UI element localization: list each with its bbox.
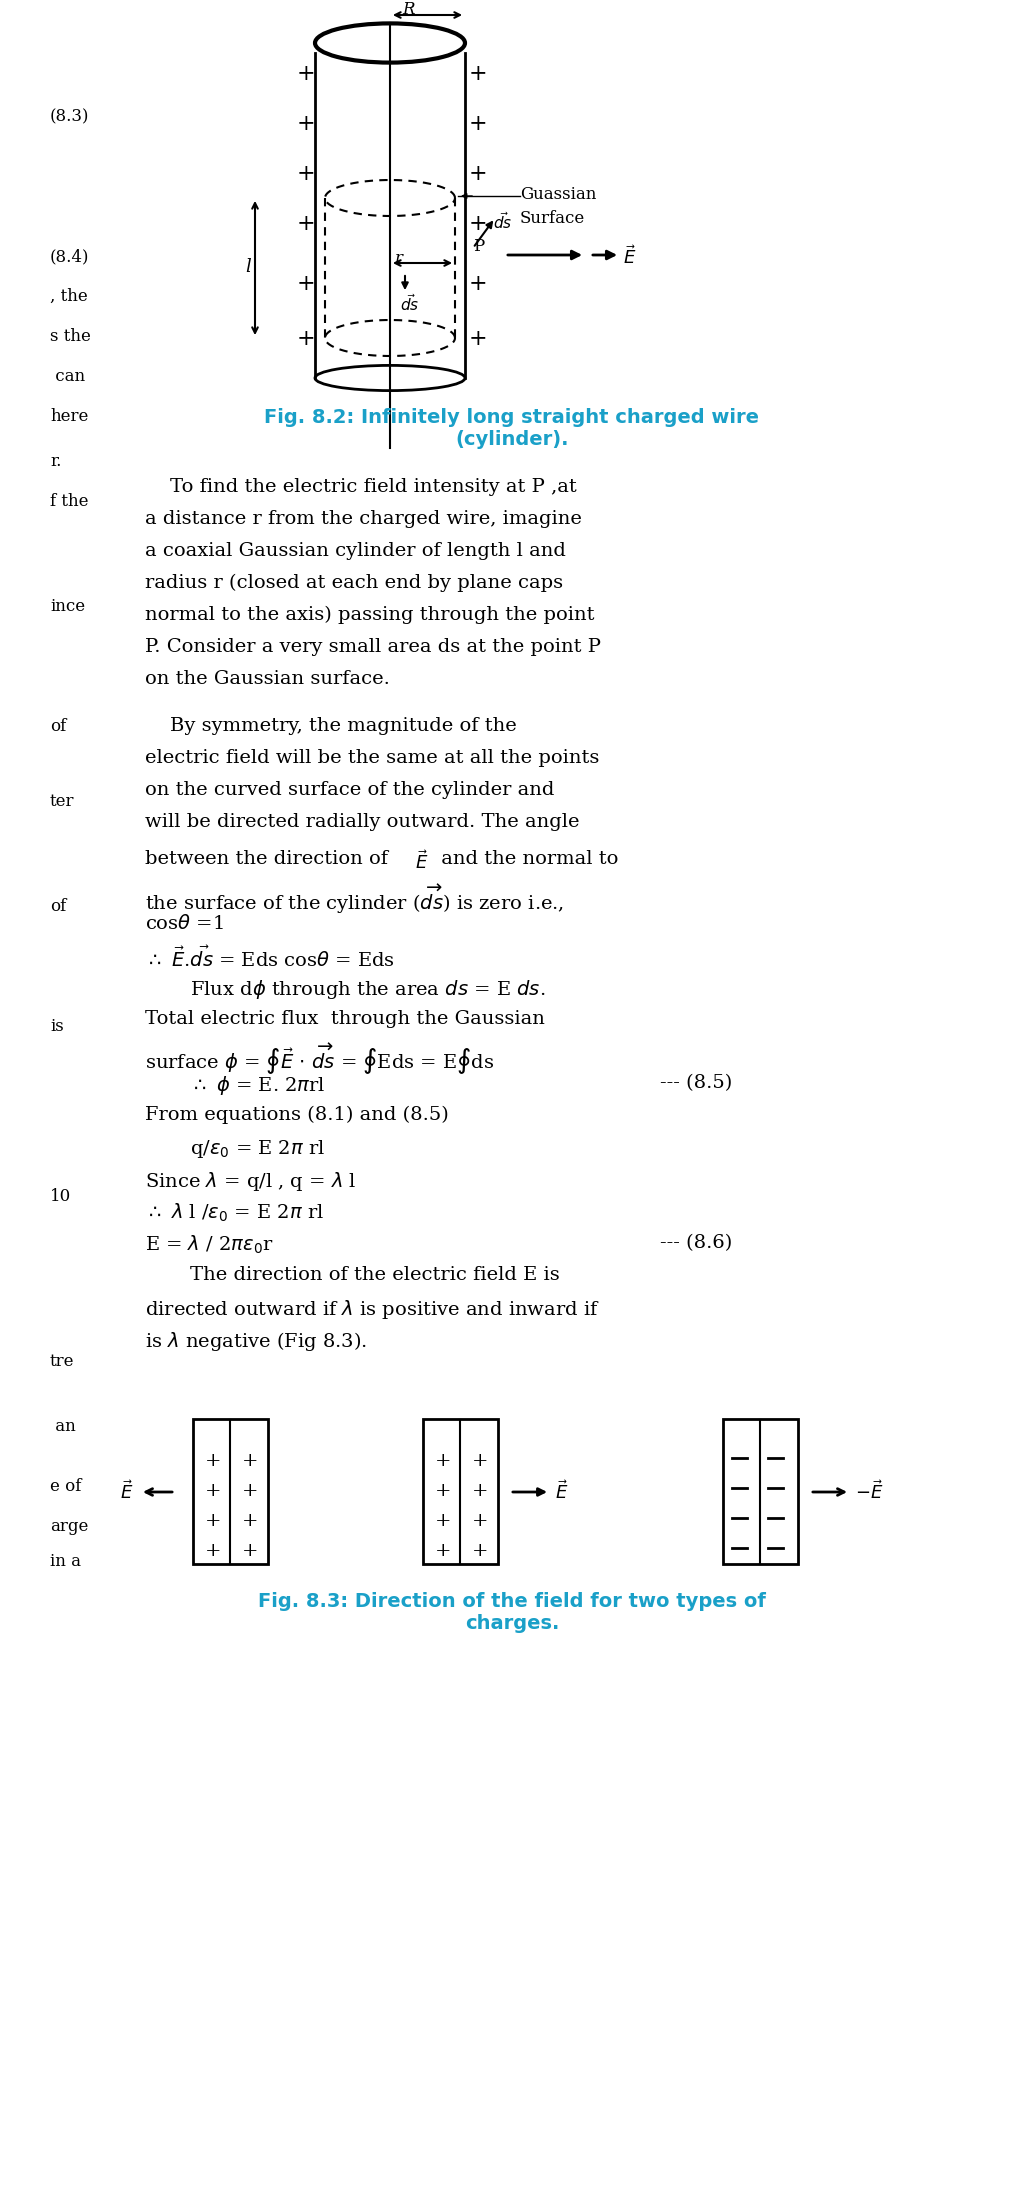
Text: will be directed radially outward. The angle: will be directed radially outward. The a… bbox=[145, 813, 580, 830]
Text: From equations (8.1) and (8.5): From equations (8.1) and (8.5) bbox=[145, 1106, 449, 1124]
Text: +: + bbox=[472, 1453, 488, 1471]
Text: of: of bbox=[50, 899, 67, 914]
Text: a distance r from the charged wire, imagine: a distance r from the charged wire, imag… bbox=[145, 510, 582, 528]
Text: +: + bbox=[472, 1482, 488, 1499]
Text: on the Gaussian surface.: on the Gaussian surface. bbox=[145, 669, 390, 689]
Text: +: + bbox=[297, 274, 315, 296]
Text: of: of bbox=[50, 718, 67, 735]
Text: e of: e of bbox=[50, 1477, 81, 1495]
Text: +: + bbox=[297, 163, 315, 185]
Text: can: can bbox=[50, 369, 85, 384]
Text: P. Consider a very small area ds at the point P: P. Consider a very small area ds at the … bbox=[145, 638, 601, 656]
Text: $\therefore$ $\phi$ = E. 2$\pi$rl: $\therefore$ $\phi$ = E. 2$\pi$rl bbox=[190, 1073, 326, 1097]
Text: an: an bbox=[50, 1418, 76, 1435]
Text: +: + bbox=[435, 1541, 452, 1561]
Text: +: + bbox=[205, 1541, 221, 1561]
Text: (8.4): (8.4) bbox=[50, 247, 89, 265]
Text: +: + bbox=[469, 163, 487, 185]
Text: +: + bbox=[297, 212, 315, 234]
Text: +: + bbox=[469, 212, 487, 234]
Text: +: + bbox=[469, 64, 487, 84]
Text: in a: in a bbox=[50, 1552, 81, 1570]
Text: r.: r. bbox=[50, 453, 61, 470]
Text: P: P bbox=[473, 238, 484, 254]
Text: r: r bbox=[395, 250, 403, 267]
FancyBboxPatch shape bbox=[193, 1420, 268, 1563]
Text: $\vec{E}$: $\vec{E}$ bbox=[623, 245, 636, 267]
Text: +: + bbox=[435, 1453, 452, 1471]
Text: here: here bbox=[50, 408, 88, 424]
Text: a coaxial Gaussian cylinder of length l and: a coaxial Gaussian cylinder of length l … bbox=[145, 541, 566, 561]
Text: $\vec{E}$: $\vec{E}$ bbox=[415, 850, 428, 872]
Text: +: + bbox=[242, 1482, 258, 1499]
Text: E = $\lambda$ / 2$\pi\varepsilon_0$r: E = $\lambda$ / 2$\pi\varepsilon_0$r bbox=[145, 1234, 273, 1256]
Text: R: R bbox=[402, 0, 415, 18]
Text: +: + bbox=[297, 113, 315, 135]
Text: cos$\theta$ =1: cos$\theta$ =1 bbox=[145, 914, 224, 934]
Text: +: + bbox=[242, 1541, 258, 1561]
Text: $\vec{E}$: $\vec{E}$ bbox=[120, 1479, 133, 1504]
Text: , the: , the bbox=[50, 287, 88, 305]
Text: l: l bbox=[245, 258, 251, 276]
Text: q/$\varepsilon_0$ = E 2$\pi$ rl: q/$\varepsilon_0$ = E 2$\pi$ rl bbox=[190, 1137, 326, 1159]
Text: between the direction of: between the direction of bbox=[145, 850, 394, 868]
FancyBboxPatch shape bbox=[423, 1420, 498, 1563]
Text: ter: ter bbox=[50, 793, 75, 810]
Text: (8.3): (8.3) bbox=[50, 108, 89, 126]
Text: f the: f the bbox=[50, 492, 88, 510]
Text: directed outward if $\lambda$ is positive and inward if: directed outward if $\lambda$ is positiv… bbox=[145, 1298, 600, 1320]
Text: +: + bbox=[472, 1512, 488, 1530]
Text: $\vec{ds}$: $\vec{ds}$ bbox=[400, 294, 419, 314]
Text: arge: arge bbox=[50, 1519, 88, 1535]
Text: $\therefore$ $\lambda$ l /$\varepsilon_0$ = E 2$\pi$ rl: $\therefore$ $\lambda$ l /$\varepsilon_0… bbox=[145, 1201, 325, 1223]
Text: electric field will be the same at all the points: electric field will be the same at all t… bbox=[145, 749, 599, 766]
Text: $\vec{E}$: $\vec{E}$ bbox=[555, 1479, 568, 1504]
Text: +: + bbox=[297, 329, 315, 351]
Text: +: + bbox=[205, 1482, 221, 1499]
Text: +: + bbox=[435, 1512, 452, 1530]
Text: surface $\phi$ = $\oint\vec{E}$ $\cdot$ $\overrightarrow{ds}$ = $\oint$Eds = E$\: surface $\phi$ = $\oint\vec{E}$ $\cdot$ … bbox=[145, 1042, 495, 1078]
Text: +: + bbox=[469, 274, 487, 296]
Text: --- (8.5): --- (8.5) bbox=[660, 1073, 732, 1093]
Text: --- (8.6): --- (8.6) bbox=[660, 1234, 732, 1252]
Text: Surface: Surface bbox=[520, 210, 586, 227]
Text: +: + bbox=[435, 1482, 452, 1499]
Text: radius r (closed at each end by plane caps: radius r (closed at each end by plane ca… bbox=[145, 574, 563, 592]
Text: Total electric flux  through the Gaussian: Total electric flux through the Gaussian bbox=[145, 1009, 545, 1029]
Text: +: + bbox=[205, 1512, 221, 1530]
Text: $\vec{ds}$: $\vec{ds}$ bbox=[493, 212, 512, 232]
Text: Fig. 8.2: Infinitely long straight charged wire
(cylinder).: Fig. 8.2: Infinitely long straight charg… bbox=[264, 408, 760, 448]
Text: Guassian: Guassian bbox=[520, 185, 596, 203]
FancyBboxPatch shape bbox=[723, 1420, 798, 1563]
Text: The direction of the electric field E is: The direction of the electric field E is bbox=[190, 1265, 560, 1285]
Text: +: + bbox=[469, 329, 487, 351]
Text: is: is bbox=[50, 1018, 63, 1036]
Text: the surface of the cylinder ($\overrightarrow{ds}$) is zero i.e.,: the surface of the cylinder ($\overright… bbox=[145, 881, 564, 916]
Text: Fig. 8.3: Direction of the field for two types of
charges.: Fig. 8.3: Direction of the field for two… bbox=[258, 1592, 766, 1634]
Text: tre: tre bbox=[50, 1354, 75, 1369]
Text: s the: s the bbox=[50, 329, 91, 344]
Text: +: + bbox=[242, 1512, 258, 1530]
Text: on the curved surface of the cylinder and: on the curved surface of the cylinder an… bbox=[145, 782, 554, 799]
Text: +: + bbox=[242, 1453, 258, 1471]
Text: ince: ince bbox=[50, 598, 85, 616]
Text: normal to the axis) passing through the point: normal to the axis) passing through the … bbox=[145, 605, 595, 625]
Text: +: + bbox=[205, 1453, 221, 1471]
Text: Flux d$\phi$ through the area $ds$ = E $ds$.: Flux d$\phi$ through the area $ds$ = E $… bbox=[190, 978, 546, 1000]
Text: is $\lambda$ negative (Fig 8.3).: is $\lambda$ negative (Fig 8.3). bbox=[145, 1329, 368, 1354]
Text: $-\vec{E}$: $-\vec{E}$ bbox=[855, 1479, 884, 1504]
Text: +: + bbox=[297, 64, 315, 84]
Text: $\therefore$ $\vec{E}$.$\vec{ds}$ = Eds cos$\theta$ = Eds: $\therefore$ $\vec{E}$.$\vec{ds}$ = Eds … bbox=[145, 945, 395, 972]
Text: 10: 10 bbox=[50, 1188, 72, 1206]
Text: To find the electric field intensity at P ,at: To find the electric field intensity at … bbox=[145, 477, 577, 497]
Text: By symmetry, the magnitude of the: By symmetry, the magnitude of the bbox=[145, 718, 517, 735]
Text: and the normal to: and the normal to bbox=[435, 850, 618, 868]
Text: Since $\lambda$ = q/l , q = $\lambda$ l: Since $\lambda$ = q/l , q = $\lambda$ l bbox=[145, 1170, 356, 1192]
Text: +: + bbox=[472, 1541, 488, 1561]
Text: +: + bbox=[469, 113, 487, 135]
